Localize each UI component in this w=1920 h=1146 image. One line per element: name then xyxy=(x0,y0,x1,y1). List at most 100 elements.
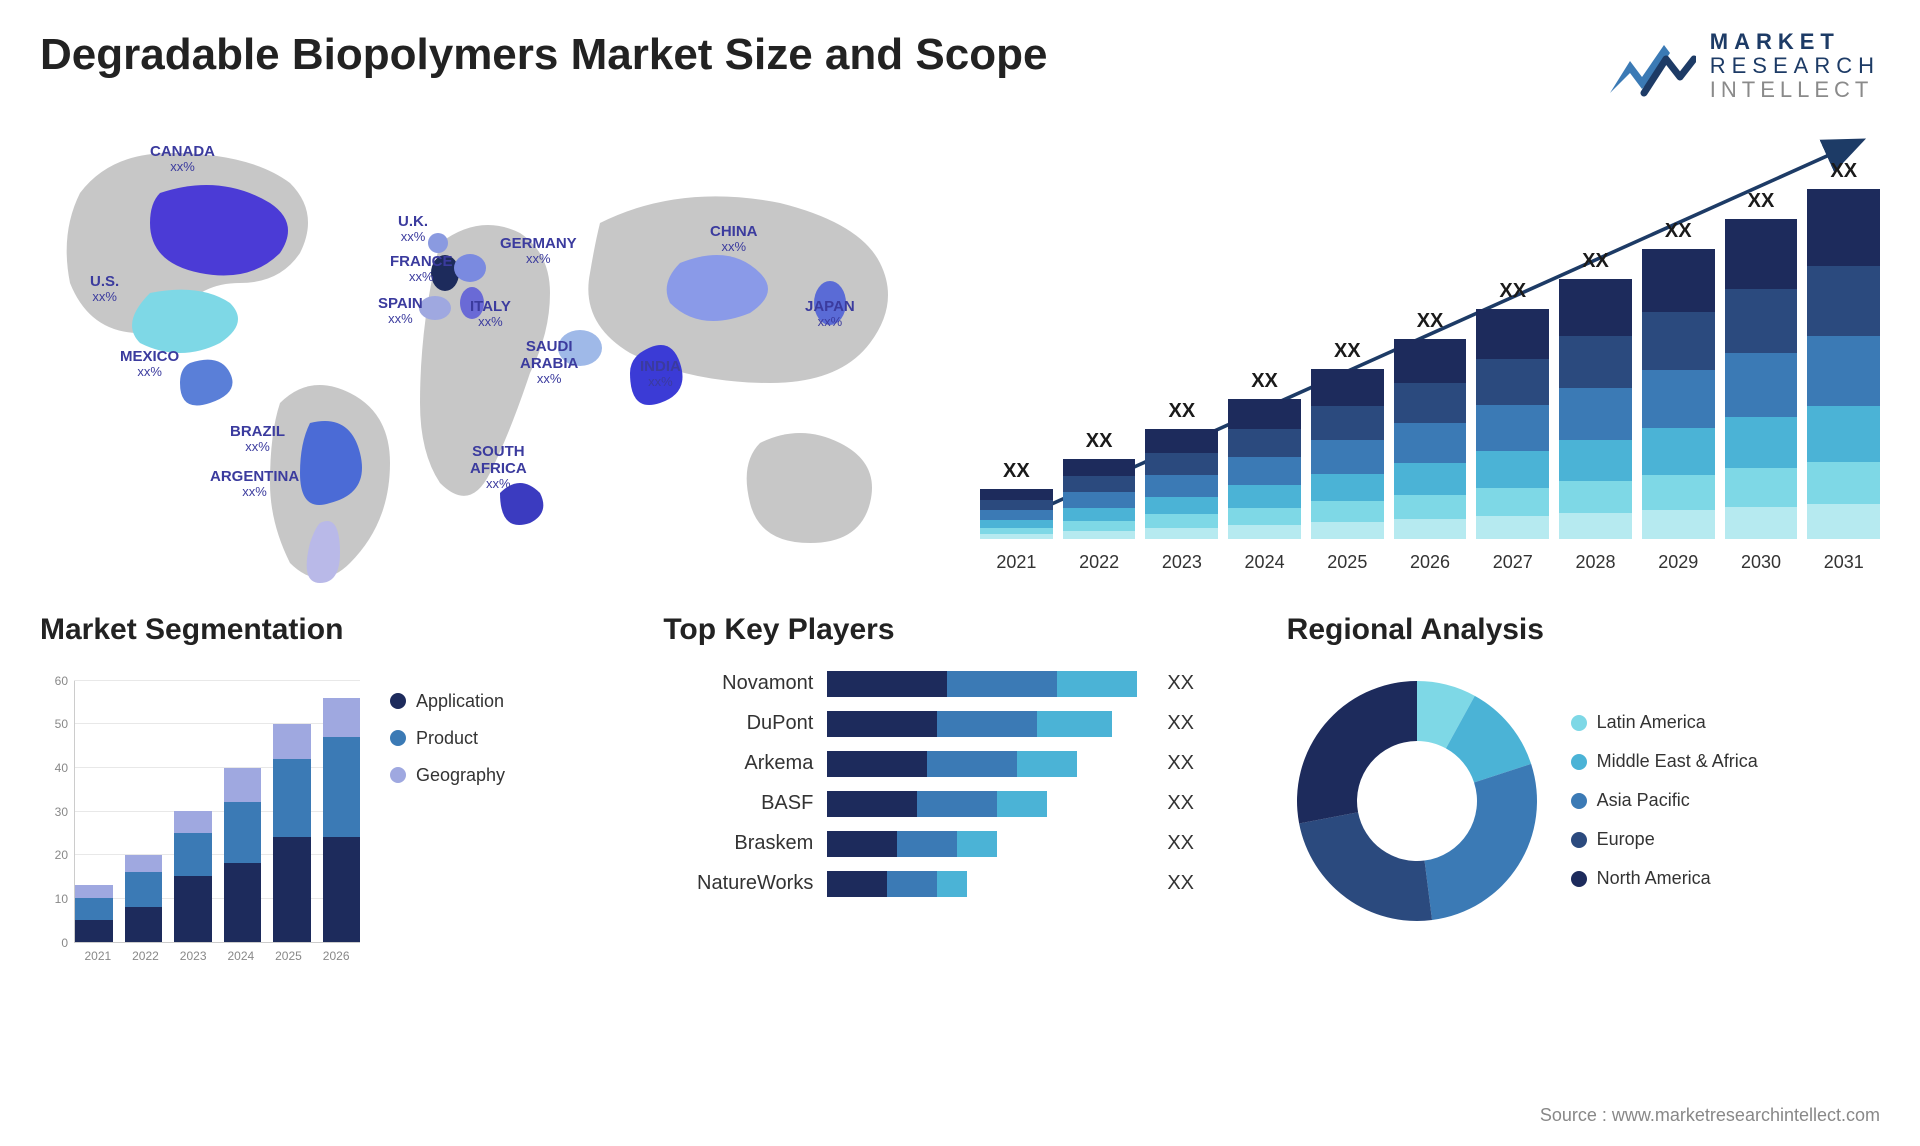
legend-swatch xyxy=(1571,715,1587,731)
bottom-row: Market Segmentation 01020304050602021202… xyxy=(40,613,1880,971)
growth-year-label: 2028 xyxy=(1559,552,1632,573)
logo-line3: INTELLECT xyxy=(1710,78,1880,102)
player-row: Arkema XX xyxy=(663,751,1256,777)
segmentation-bar xyxy=(273,681,311,942)
map-label: CANADAxx% xyxy=(150,143,215,175)
growth-bar-label: XX xyxy=(1582,250,1609,273)
growth-bar-label: XX xyxy=(1665,220,1692,243)
growth-bar: XX xyxy=(1476,280,1549,539)
segmentation-bar xyxy=(125,681,163,942)
growth-year-label: 2030 xyxy=(1725,552,1798,573)
page-title: Degradable Biopolymers Market Size and S… xyxy=(40,30,1047,80)
player-row: DuPontXX xyxy=(663,711,1256,737)
logo-line2: RESEARCH xyxy=(1710,54,1880,78)
player-value: XX xyxy=(1167,872,1194,895)
map-label: JAPANxx% xyxy=(805,298,855,330)
donut-slice xyxy=(1299,812,1432,921)
map-label: CHINAxx% xyxy=(710,223,758,255)
growth-year-label: 2029 xyxy=(1642,552,1715,573)
world-map-panel: CANADAxx%U.S.xx%MEXICOxx%BRAZILxx%ARGENT… xyxy=(40,123,940,583)
legend-item: Asia Pacific xyxy=(1571,790,1758,811)
map-label: FRANCExx% xyxy=(390,253,453,285)
growth-years: 2021202220232024202520262027202820292030… xyxy=(980,552,1880,573)
legend-label: Europe xyxy=(1597,829,1655,850)
growth-year-label: 2023 xyxy=(1145,552,1218,573)
map-label: INDIAxx% xyxy=(640,358,681,390)
growth-year-label: 2027 xyxy=(1476,552,1549,573)
source-attribution: Source : www.marketresearchintellect.com xyxy=(1540,1105,1880,1126)
player-row: BraskemXX xyxy=(663,831,1256,857)
legend-item: Application xyxy=(390,691,505,712)
player-value: XX xyxy=(1167,792,1194,815)
player-value: XX xyxy=(1167,752,1194,775)
growth-year-label: 2021 xyxy=(980,552,1053,573)
map-label: SPAINxx% xyxy=(378,295,423,327)
legend-label: Application xyxy=(416,691,504,712)
legend-swatch xyxy=(1571,832,1587,848)
growth-bar-label: XX xyxy=(1334,340,1361,363)
growth-bar: XX xyxy=(1559,250,1632,539)
player-bar xyxy=(827,791,1147,817)
player-name: BASF xyxy=(663,792,813,815)
growth-bar-label: XX xyxy=(1830,160,1857,183)
player-row: BASF XX xyxy=(663,791,1256,817)
growth-year-label: 2022 xyxy=(1063,552,1136,573)
growth-bar-label: XX xyxy=(1417,310,1444,333)
growth-bar-label: XX xyxy=(1086,430,1113,453)
player-name: Novamont xyxy=(663,672,813,695)
player-row: Novamont XX xyxy=(663,671,1256,697)
legend-swatch xyxy=(1571,754,1587,770)
map-label: ITALYxx% xyxy=(470,298,511,330)
growth-chart: XXXXXXXXXXXXXXXXXXXXXX 20212022202320242… xyxy=(980,123,1880,583)
donut-slice xyxy=(1424,763,1536,919)
regional-donut xyxy=(1287,671,1547,931)
map-label: SOUTHAFRICAxx% xyxy=(470,443,527,492)
legend-item: North America xyxy=(1571,868,1758,889)
player-value: XX xyxy=(1167,832,1194,855)
player-bar xyxy=(827,751,1147,777)
segmentation-title: Market Segmentation xyxy=(40,613,633,647)
legend-swatch xyxy=(1571,871,1587,887)
key-players-section: Top Key Players NovamontXXDuPontXXArkema… xyxy=(663,613,1256,971)
player-name: Arkema xyxy=(663,752,813,775)
top-row: CANADAxx%U.S.xx%MEXICOxx%BRAZILxx%ARGENT… xyxy=(40,123,1880,583)
legend-item: Product xyxy=(390,728,505,749)
growth-bar: XX xyxy=(1807,160,1880,539)
growth-bar: XX xyxy=(980,460,1053,539)
growth-year-label: 2025 xyxy=(1311,552,1384,573)
segmentation-legend: ApplicationProductGeography xyxy=(390,671,505,786)
player-name: NatureWorks xyxy=(663,872,813,895)
player-value: XX xyxy=(1167,712,1194,735)
legend-swatch xyxy=(390,730,406,746)
key-players-list: NovamontXXDuPontXXArkemaXXBASFXXBraskemX… xyxy=(663,671,1256,897)
segmentation-bars xyxy=(74,681,360,943)
legend-item: Middle East & Africa xyxy=(1571,751,1758,772)
growth-bar: XX xyxy=(1063,430,1136,539)
growth-bar: XX xyxy=(1642,220,1715,539)
legend-label: Middle East & Africa xyxy=(1597,751,1758,772)
legend-label: Product xyxy=(416,728,478,749)
logo: MARKET RESEARCH INTELLECT xyxy=(1608,30,1880,103)
segmentation-body: 0102030405060202120222023202420252026 Ap… xyxy=(40,671,633,971)
regional-section: Regional Analysis Latin AmericaMiddle Ea… xyxy=(1287,613,1880,971)
legend-swatch xyxy=(1571,793,1587,809)
growth-bar-label: XX xyxy=(1003,460,1030,483)
segmentation-bar xyxy=(323,681,361,942)
player-row: NatureWorks XX xyxy=(663,871,1256,897)
segmentation-bar xyxy=(224,681,262,942)
growth-bars: XXXXXXXXXXXXXXXXXXXXXX xyxy=(980,179,1880,539)
player-value: XX xyxy=(1167,672,1194,695)
segmentation-bar xyxy=(174,681,212,942)
player-bar xyxy=(827,871,1147,897)
player-bar xyxy=(827,711,1147,737)
legend-label: North America xyxy=(1597,868,1711,889)
legend-label: Latin America xyxy=(1597,712,1706,733)
map-label: U.S.xx% xyxy=(90,273,119,305)
growth-bar-label: XX xyxy=(1168,400,1195,423)
map-label: MEXICOxx% xyxy=(120,348,179,380)
key-players-title: Top Key Players xyxy=(663,613,1256,647)
legend-swatch xyxy=(390,767,406,783)
logo-icon xyxy=(1608,31,1696,101)
legend-item: Latin America xyxy=(1571,712,1758,733)
growth-bar-label: XX xyxy=(1499,280,1526,303)
